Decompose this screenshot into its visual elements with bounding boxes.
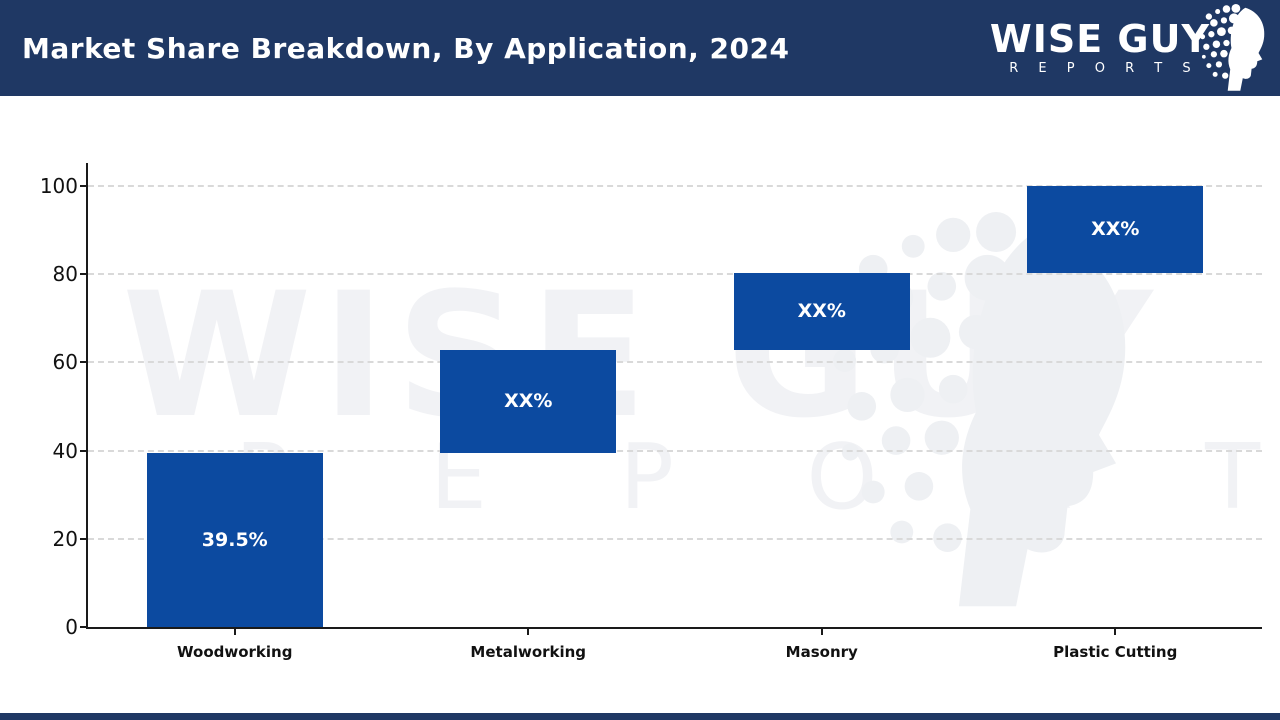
bar: XX% xyxy=(1027,186,1204,273)
x-tick-label: Metalworking xyxy=(470,643,587,661)
y-tick-label: 60 xyxy=(52,350,78,375)
y-tick-mark xyxy=(80,449,88,452)
y-tick-mark xyxy=(80,185,88,187)
y-tick-label: 40 xyxy=(52,438,78,463)
x-tick-label: Masonry xyxy=(785,643,858,661)
bar: XX% xyxy=(733,272,910,351)
bar: 39.5% xyxy=(146,452,323,627)
waterfall-chart: 0 20 40 60 80 100 39.5% Woodworking XX% Metalwork… xyxy=(0,96,1280,713)
logo-subtitle: R E P O R T S xyxy=(1009,61,1199,76)
x-tick-mark xyxy=(820,627,823,635)
gridline xyxy=(88,449,1262,452)
y-tick-mark xyxy=(80,626,88,628)
bar-value-label: 39.5% xyxy=(201,528,268,551)
x-tick-mark xyxy=(1114,627,1117,635)
y-tick-mark xyxy=(80,537,88,540)
bar-value-label: XX% xyxy=(1091,218,1140,241)
header-banner: Market Share Breakdown, By Application, … xyxy=(0,0,1280,96)
x-tick-label: Plastic Cutting xyxy=(1053,643,1178,661)
y-tick-label: 100 xyxy=(39,174,78,198)
logo-wordmark: WISE GUY xyxy=(989,17,1210,61)
gridline xyxy=(88,185,1262,187)
x-axis-line xyxy=(86,627,1262,629)
y-axis-line xyxy=(86,163,88,629)
y-tick-label: 80 xyxy=(52,262,78,287)
gridline xyxy=(88,537,1262,540)
page-title: Market Share Breakdown, By Application, … xyxy=(22,31,790,65)
bar-value-label: XX% xyxy=(797,300,846,323)
bar: XX% xyxy=(440,350,617,453)
y-tick-label: 20 xyxy=(52,526,78,551)
logo-text: WISE GUY R E P O R T S xyxy=(990,20,1210,76)
x-tick-label: Woodworking xyxy=(177,643,293,661)
x-tick-mark xyxy=(527,627,530,635)
wise-guy-logo: WISE GUY R E P O R T S xyxy=(990,4,1280,92)
gridline xyxy=(88,273,1262,276)
footer-bar xyxy=(0,713,1280,720)
dotted-head-icon xyxy=(1196,4,1272,92)
y-tick-label: 0 xyxy=(65,615,78,639)
y-tick-mark xyxy=(80,361,88,364)
gridline xyxy=(88,361,1262,364)
y-tick-mark xyxy=(80,273,88,276)
bar-value-label: XX% xyxy=(504,390,553,413)
x-tick-mark xyxy=(233,627,236,635)
